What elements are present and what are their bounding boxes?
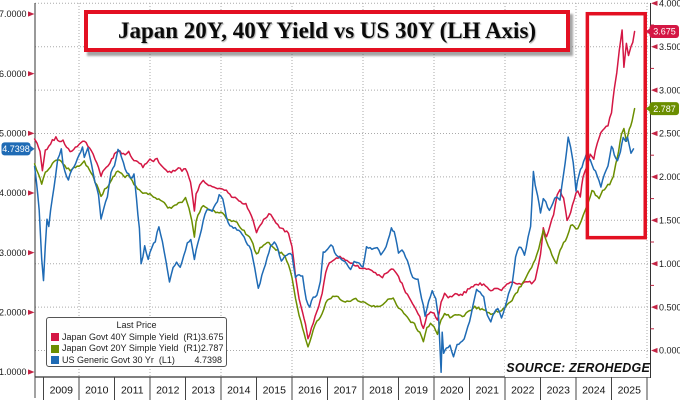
right-tick-arrow (651, 44, 658, 50)
badge-value: 4.7398 (2, 144, 30, 154)
price-badge-4.7398: 4.7398 (1, 142, 35, 156)
year-label: 2023 (547, 385, 571, 397)
right-tick-arrow (651, 304, 658, 310)
year-label: 2010 (85, 385, 109, 397)
jp40y-swatch-icon (51, 333, 59, 342)
left-tick-arrow (28, 190, 35, 196)
right-axis-tick-label: 0.500 (659, 302, 680, 312)
badge-box (649, 25, 679, 39)
legend-item-jp20y: Japan Govt 20Y Simple Yield (R1) 2.787 (51, 343, 224, 355)
left-axis-tick-label: 2.0000 (0, 308, 27, 318)
right-axis-tick-label: 3.500 (659, 42, 680, 52)
left-tick-arrow (28, 130, 35, 136)
year-label: 2020 (440, 385, 464, 397)
price-badge-3.675: 3.675 (645, 25, 679, 39)
chart-title-box: Japan 20Y, 40Y Yield vs US 30Y (LH Axis) (84, 10, 570, 52)
year-label: 2014 (227, 385, 251, 397)
highlight-rectangle (585, 11, 647, 240)
legend-value: 4.7398 (194, 354, 222, 365)
badge-value: 3.675 (653, 27, 676, 37)
legend-item-us30y: US Generic Govt 30 Yr (L1) 4.7398 (51, 355, 222, 367)
year-axis-band: 2009 2010 2011 2012 2013 2014 2015 2016 2017 2018… (34, 377, 648, 400)
year-label: 2018 (369, 385, 393, 397)
badge-pointer (30, 145, 35, 153)
right-axis-tick-label: 0.000 (659, 346, 680, 356)
source-text: SOURCE: ZEROHEDGE (506, 361, 650, 375)
legend-box: Last Price Japan Govt 40Y Simple Yield (… (46, 317, 227, 367)
year-label: 2012 (156, 385, 180, 397)
right-axis-tick-label: 1.500 (659, 216, 680, 226)
badge-box (649, 102, 679, 116)
legend-label: Japan Govt 20Y Simple Yield (62, 343, 179, 353)
badge-pointer (645, 105, 651, 112)
us30y-swatch-icon (51, 356, 59, 365)
year-label: 2015 (263, 385, 287, 397)
legend-label: Japan Govt 40Y Simple Yield (62, 331, 179, 342)
badge-box (1, 142, 31, 156)
legend-axis-tag: (L1) (158, 354, 175, 365)
year-label: 2021 (476, 385, 500, 397)
year-label: 2013 (192, 385, 216, 397)
year-label: 2022 (511, 385, 535, 397)
right-axis-tick-label: 2.000 (659, 172, 680, 182)
right-tick-arrow (651, 261, 658, 267)
series-line-japan-20y (33, 107, 636, 348)
series-line-japan-40y (33, 29, 636, 340)
left-axis-tick-label: 3.0000 (0, 248, 27, 258)
right-axis-tick-label: 1.000 (659, 259, 680, 269)
chart-title: Japan 20Y, 40Y Yield vs US 30Y (LH Axis) (117, 18, 537, 43)
legend-value: 2.787 (200, 343, 224, 353)
left-tick-arrow (28, 71, 35, 77)
year-label: 2009 (50, 385, 74, 397)
legend-value: 3.675 (200, 331, 224, 342)
year-label: 2016 (298, 385, 322, 397)
right-tick-arrow (651, 174, 658, 180)
year-label: 2019 (405, 385, 429, 397)
legend-label: US Generic Govt 30 Yr (62, 354, 154, 365)
legend-header: Last Price (116, 320, 157, 330)
left-tick-arrow (28, 250, 35, 256)
right-axis-tick-label: 3.000 (659, 85, 680, 95)
badge-value: 2.787 (653, 104, 676, 114)
legend-axis-tag: (R1) (183, 343, 201, 353)
year-label: 2025 (618, 385, 642, 397)
source-attribution-box: SOURCE: ZEROHEDGE (505, 359, 650, 377)
right-tick-arrow (651, 130, 658, 137)
legend-axis-tag: (R1) (183, 331, 201, 342)
left-axis-tick-label: 4.0000 (0, 188, 27, 198)
right-tick-arrow (651, 347, 658, 354)
right-axis-tick-label: 2.500 (659, 129, 680, 139)
left-tick-arrow (28, 369, 35, 375)
right-tick-arrow (651, 0, 658, 6)
left-tick-arrow (28, 11, 35, 17)
jp20y-swatch-icon (51, 344, 59, 353)
year-label: 2017 (334, 385, 358, 397)
right-tick-arrow (651, 87, 658, 93)
series-lines (33, 29, 636, 374)
year-label: 2024 (582, 385, 606, 397)
right-axis-tick-label: 4.000 (659, 0, 680, 9)
badge-pointer (645, 28, 651, 35)
series-line-us-30y (33, 136, 635, 374)
right-tick-arrow (651, 217, 658, 223)
left-axis-tick-label: 1.0000 (0, 367, 27, 377)
left-axis-tick-label: 5.0000 (0, 129, 27, 139)
year-label: 2011 (121, 385, 144, 397)
left-axis-tick-label: 7.0000 (0, 9, 27, 19)
left-tick-arrow (28, 309, 35, 315)
last-price-badges: 4.7398 3.675 2.787 (1, 25, 679, 156)
price-badge-2.787: 2.787 (645, 102, 679, 116)
axes: 7.0000 6.0000 5.0000 4.0000 3.0000 2.0000 1.00… (0, 0, 680, 378)
left-axis-tick-label: 6.0000 (0, 69, 27, 79)
legend-item-jp40y: Japan Govt 40Y Simple Yield (R1) 3.675 (51, 331, 224, 344)
